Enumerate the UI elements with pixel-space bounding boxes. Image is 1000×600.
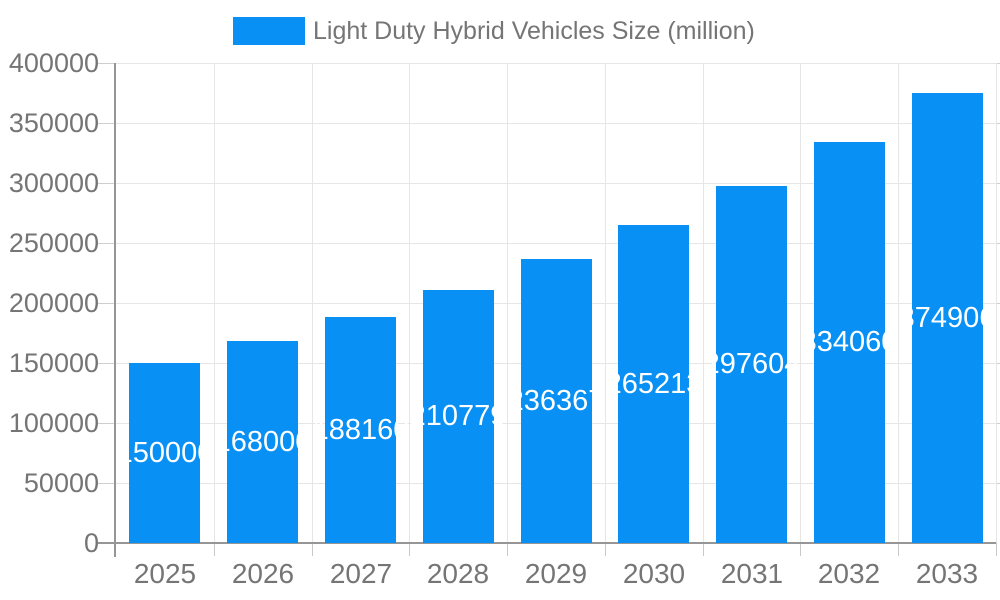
bar-2028[interactable] (423, 290, 494, 543)
y-axis-tick-right (996, 123, 1000, 124)
y-axis-label: 100000 (8, 408, 99, 438)
x-axis-tick (605, 543, 606, 556)
x-axis-label: 2031 (720, 558, 784, 589)
y-axis-tick-right (996, 63, 1000, 64)
bar-2025[interactable] (129, 363, 200, 543)
y-axis-tick-right (996, 483, 1000, 484)
x-axis-tick (409, 543, 410, 556)
x-axis-tick (800, 543, 801, 556)
y-axis-tick-right (996, 363, 1000, 364)
y-axis-tick (98, 243, 116, 244)
zero-tick (98, 542, 116, 544)
y-axis-label: 300000 (8, 168, 99, 198)
y-axis-tick-right (996, 303, 1000, 304)
x-axis-label: 2033 (915, 558, 979, 589)
x-gridline (605, 63, 606, 543)
bar-2033[interactable] (912, 93, 983, 543)
y-axis-tick-right (996, 243, 1000, 244)
bar-2029[interactable] (521, 259, 592, 543)
y-axis-label: 150000 (8, 348, 99, 378)
y-axis-tick (98, 183, 116, 184)
bar-2032[interactable] (814, 142, 885, 543)
x-gridline (800, 63, 801, 543)
y-axis-tick (98, 483, 116, 484)
x-gridline (409, 63, 410, 543)
bar-2030[interactable] (618, 225, 689, 543)
y-axis-tick-right (996, 183, 1000, 184)
y-axis-label: 0 (83, 528, 99, 558)
y-gridline (116, 243, 996, 244)
y-axis-label: 400000 (8, 48, 99, 78)
x-axis-tick (703, 543, 704, 556)
y-axis-label: 350000 (8, 108, 99, 138)
y-axis-tick (98, 303, 116, 304)
x-axis-label: 2026 (231, 558, 295, 589)
x-axis-tick (507, 543, 508, 556)
y-axis-tick (98, 363, 116, 364)
bar-2026[interactable] (227, 341, 298, 543)
x-axis-label: 2030 (622, 558, 686, 589)
y-gridline (116, 63, 996, 64)
y-axis-tick (98, 123, 116, 124)
x-gridline (703, 63, 704, 543)
legend-swatch (233, 17, 305, 45)
x-gridline (507, 63, 508, 543)
y-axis-line (114, 63, 116, 557)
x-axis-label: 2025 (133, 558, 197, 589)
x-gridline (996, 63, 997, 543)
x-axis-label: 2032 (817, 558, 881, 589)
y-axis-label: 50000 (23, 468, 99, 498)
y-axis-tick (98, 423, 116, 424)
x-axis-baseline (116, 542, 996, 544)
legend-item[interactable]: Light Duty Hybrid Vehicles Size (million… (233, 17, 755, 45)
x-axis-label: 2029 (524, 558, 588, 589)
x-axis-tick (214, 543, 215, 556)
x-axis-tick (996, 543, 997, 556)
bar-2031[interactable] (716, 186, 787, 543)
legend-label: Light Duty Hybrid Vehicles Size (million… (313, 16, 755, 45)
x-gridline (214, 63, 215, 543)
x-gridline (312, 63, 313, 543)
x-axis-tick (898, 543, 899, 556)
y-axis-label: 200000 (8, 288, 99, 318)
x-axis-label: 2027 (329, 558, 393, 589)
y-axis-tick-right (996, 423, 1000, 424)
y-gridline (116, 123, 996, 124)
y-axis-label: 250000 (8, 228, 99, 258)
x-axis-label: 2028 (426, 558, 490, 589)
x-axis-tick (312, 543, 313, 556)
bar-2027[interactable] (325, 317, 396, 543)
y-gridline (116, 183, 996, 184)
x-gridline (898, 63, 899, 543)
y-axis-tick (98, 63, 116, 64)
